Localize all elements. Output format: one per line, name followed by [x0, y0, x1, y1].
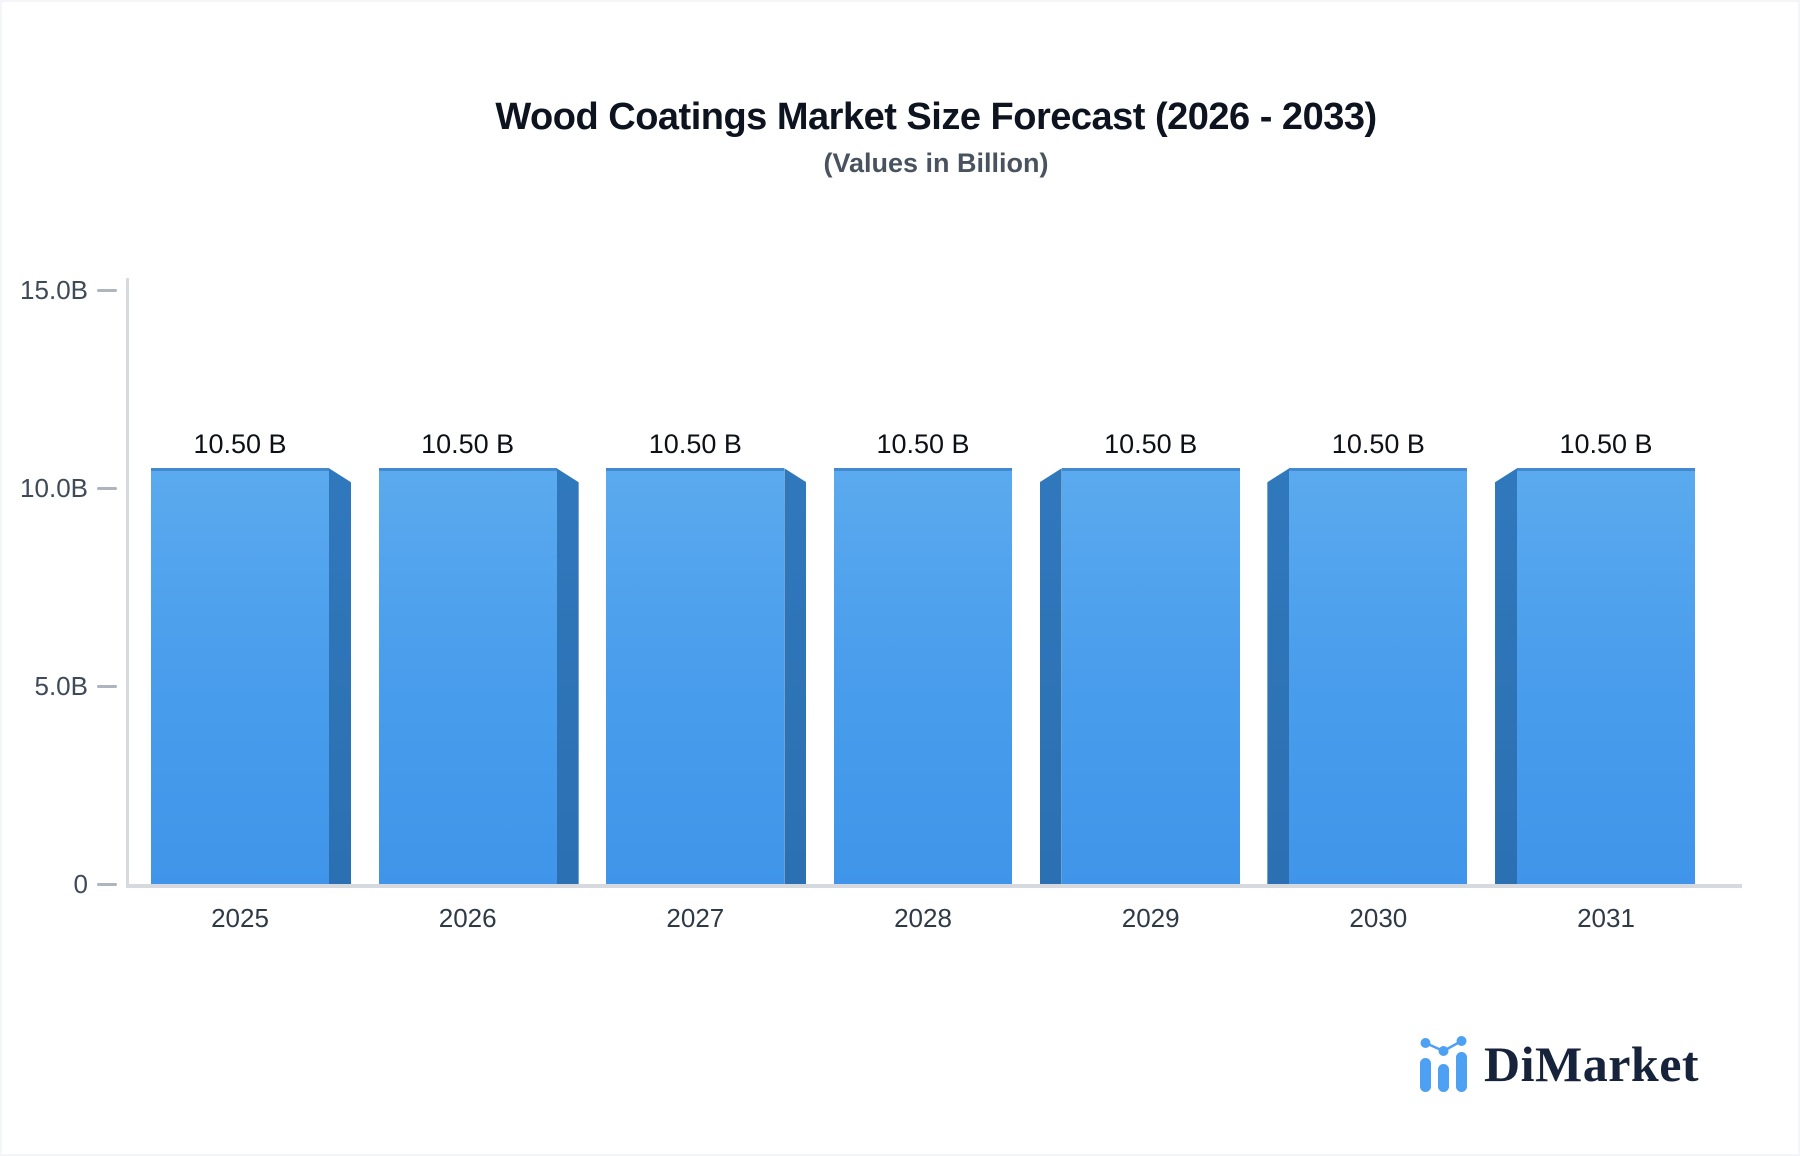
bar-value-label: 10.50 B	[421, 429, 515, 460]
chart-title: Wood Coatings Market Size Forecast (2026…	[495, 96, 1377, 138]
y-tick-label: 0	[73, 869, 88, 899]
bar-side-panel	[556, 468, 579, 884]
y-tick	[97, 883, 117, 886]
y-tick-label: 15.0B	[20, 275, 88, 305]
y-tick-label: 5.0B	[34, 671, 89, 701]
x-axis-label: 2031	[1577, 903, 1635, 933]
bar-2025	[151, 468, 329, 884]
x-axis-label: 2025	[211, 903, 269, 933]
bar-2030	[1289, 468, 1468, 884]
bar-2028	[834, 468, 1012, 884]
bar-value-label: 10.50 B	[876, 429, 970, 460]
bar-2029	[1061, 468, 1240, 884]
logo-icon	[1420, 1036, 1467, 1092]
x-axis-label: 2029	[1121, 903, 1180, 933]
y-tick	[97, 289, 117, 292]
bar-value-label: 10.50 B	[193, 429, 287, 460]
brand-logo: DiMarket	[1418, 1036, 1699, 1092]
bar-side-panel	[1495, 468, 1518, 884]
bar-side-panel	[1267, 468, 1290, 884]
y-tick-label: 10.0B	[20, 473, 88, 503]
bar-side-panel	[1039, 468, 1062, 884]
bar-value-label: 10.50 B	[1331, 429, 1425, 460]
x-axis-label: 2026	[438, 903, 497, 933]
x-axis-label: 2028	[894, 903, 952, 933]
chart-subtitle: (Values in Billion)	[823, 148, 1049, 178]
bar-2026	[378, 468, 557, 884]
bar-value-label: 10.50 B	[1104, 429, 1198, 460]
y-tick	[97, 685, 117, 688]
x-axis-label: 2027	[666, 903, 725, 933]
bar-2027	[606, 468, 785, 884]
y-tick	[97, 487, 117, 490]
bar-value-label: 10.50 B	[648, 429, 742, 460]
bar-2031	[1517, 468, 1696, 884]
bar-side-panel	[784, 468, 807, 884]
x-axis-line	[126, 884, 1742, 888]
logo-text: DiMarket	[1484, 1036, 1700, 1092]
bar-side-panel	[329, 468, 351, 884]
y-axis-line	[126, 278, 129, 888]
x-axis-label: 2030	[1349, 903, 1408, 933]
bar-value-label: 10.50 B	[1559, 429, 1653, 460]
